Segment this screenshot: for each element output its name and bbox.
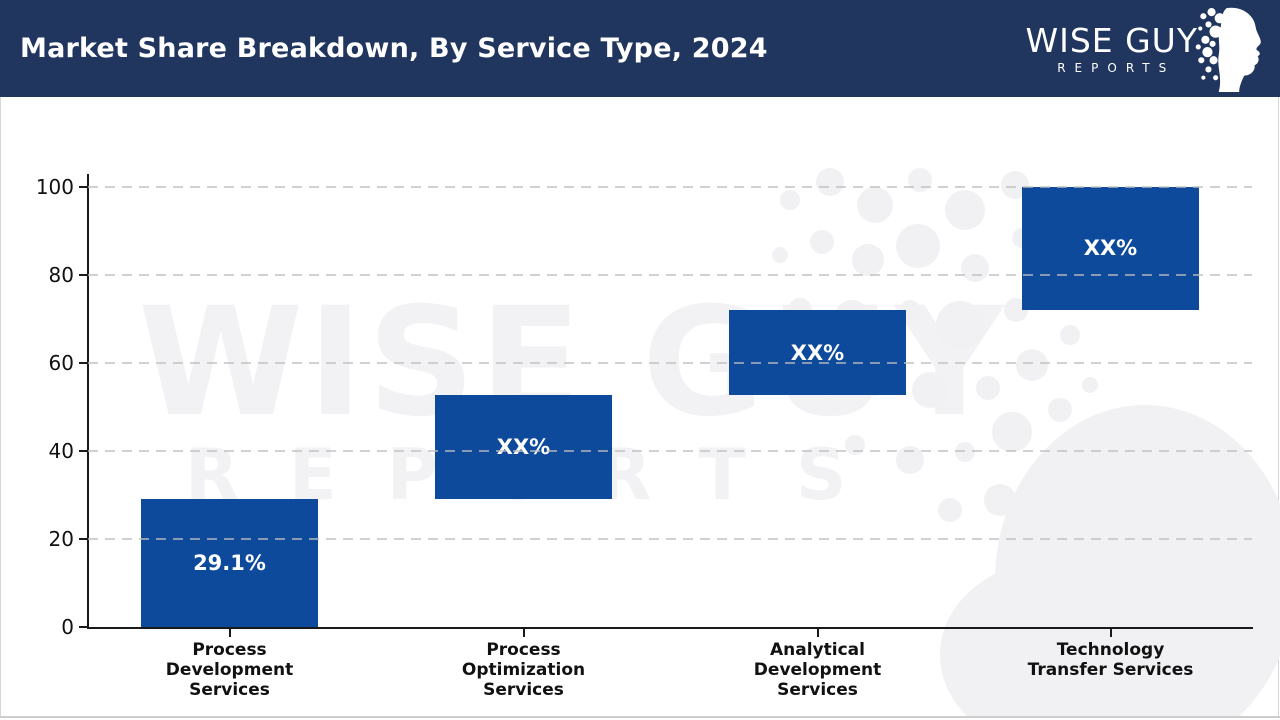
gridline <box>88 185 1252 188</box>
page-title: Market Share Breakdown, By Service Type,… <box>20 33 768 64</box>
y-axis-tick <box>79 273 87 276</box>
page-left-border <box>0 97 1 717</box>
wiseguy-logo: WISE GUY REPORTS <box>1025 6 1270 92</box>
y-axis-tick-label: 100 <box>35 174 74 199</box>
y-axis-tick-label: 20 <box>48 526 74 551</box>
y-axis-tick <box>79 449 87 452</box>
y-axis-tick <box>79 626 87 628</box>
x-axis-tick <box>1109 629 1112 637</box>
gridline <box>88 361 1252 364</box>
gridline <box>88 273 1252 276</box>
x-axis-category-label: Process Development Services <box>165 640 294 700</box>
bar-segment: XX% <box>1022 186 1199 311</box>
header-bar: Market Share Breakdown, By Service Type,… <box>0 0 1280 97</box>
y-axis-tick-label: 60 <box>48 350 74 375</box>
bar-value-label: 29.1% <box>193 550 266 575</box>
page-bottom-border <box>0 716 1280 718</box>
gridline <box>88 537 1252 540</box>
y-axis-tick-label: 40 <box>48 438 74 463</box>
y-axis-tick <box>79 185 87 188</box>
logo-brand-name: WISE GUY <box>1025 20 1198 60</box>
y-axis-tick-label: 0 <box>61 615 74 639</box>
logo-face-icon <box>1195 7 1261 92</box>
logo-brand-subtitle: REPORTS <box>1057 60 1176 75</box>
x-axis-category-label: Analytical Development Services <box>753 640 882 700</box>
x-axis-line <box>87 627 1253 629</box>
gridline <box>88 449 1252 452</box>
x-axis-category-label: Process Optimization Services <box>461 640 586 700</box>
page-right-border <box>1278 97 1279 717</box>
logo-text: WISE GUY REPORTS <box>1025 24 1198 74</box>
bar-value-label: XX% <box>1083 236 1138 261</box>
x-axis-category-label: Technology Transfer Services <box>1027 640 1194 680</box>
y-axis-tick <box>79 537 87 540</box>
y-axis-tick <box>79 361 87 364</box>
x-axis-tick <box>228 629 231 637</box>
y-axis-tick-label: 80 <box>48 262 74 287</box>
x-axis-tick <box>816 629 819 637</box>
bar-segment: 29.1% <box>141 498 318 627</box>
bar-segment: XX% <box>435 395 612 499</box>
bar-value-label: XX% <box>790 340 845 365</box>
x-axis-tick <box>522 629 525 637</box>
bar-value-label: XX% <box>496 435 551 460</box>
y-axis-line <box>87 174 89 629</box>
watermark-face-dots <box>772 168 1280 716</box>
bar-segment: XX% <box>729 310 906 396</box>
